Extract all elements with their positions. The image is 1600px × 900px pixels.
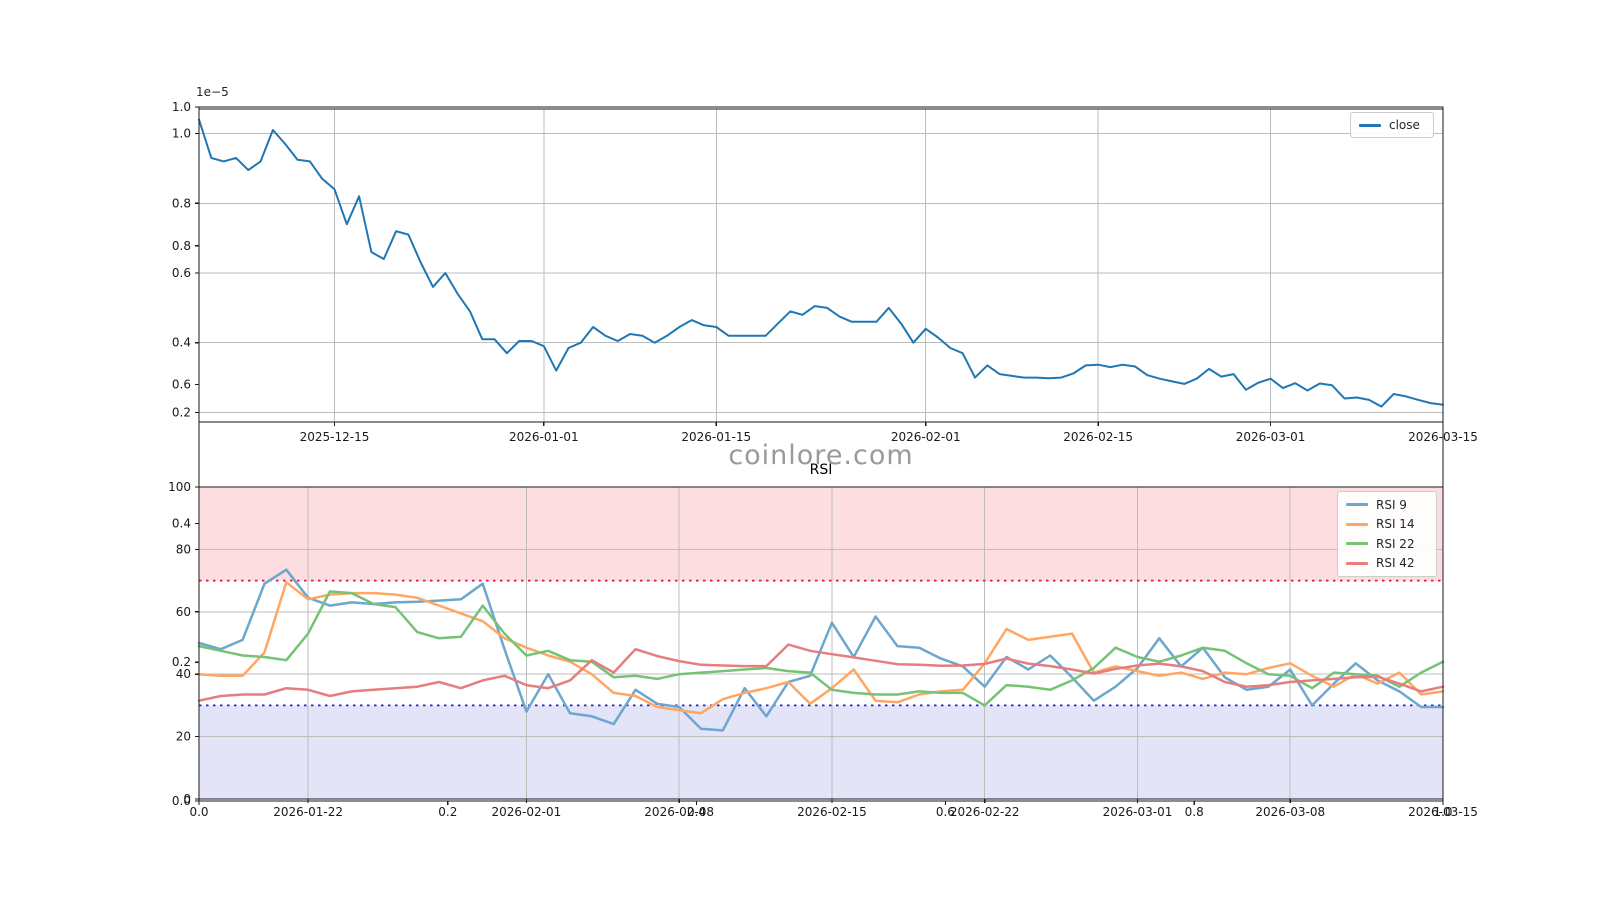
rsi-legend-row: RSI 22 (1346, 535, 1436, 553)
rsi-legend-row: RSI 9 (1346, 496, 1436, 514)
rsi-x-tick-label: 2026-03-01 (1103, 805, 1173, 819)
rsi-legend: RSI 9 RSI 14 RSI 22 RSI 42 (1337, 491, 1437, 577)
rsi42-legend-label: RSI 42 (1376, 556, 1415, 571)
rsi22-line-swatch (1346, 542, 1368, 546)
price-y-tick-label: 1.0 (172, 127, 191, 141)
rsi9-legend-label: RSI 9 (1376, 497, 1407, 512)
rsi-x-tick-label: 2026-01-22 (273, 805, 343, 819)
rsi-y-tick-label: 40 (176, 667, 191, 681)
rsi14-line (197, 580, 1445, 715)
price-y-tick-label: 0.2 (172, 405, 191, 419)
rsi-y-tick-label: 80 (176, 542, 191, 556)
price-y-tick-label: 0.8 (172, 196, 191, 210)
overlay-x-tick-label: 0.0 (189, 805, 208, 819)
price-x-tick-label: 2025-12-15 (300, 430, 370, 444)
rsi-y-tick-label: 100 (168, 480, 191, 494)
rsi-x-tick-label: 2026-02-22 (950, 805, 1020, 819)
price-y-tick-label: 0.4 (172, 336, 191, 350)
close-legend-label: close (1389, 118, 1420, 132)
rsi-chart-title: RSI (809, 462, 833, 478)
price-plot-frame (198, 108, 1444, 423)
price-x-tick-label: 2026-01-15 (681, 430, 751, 444)
price-y-tick-label: 0.6 (172, 266, 191, 280)
rsi42-line (197, 643, 1445, 702)
rsi22-line (197, 590, 1445, 707)
y-axis-offset-label: 1e−5 (196, 85, 229, 99)
overlay-x-tick-label: 0.6 (936, 805, 955, 819)
rsi-x-tick-label: 2026-02-15 (797, 805, 867, 819)
rsi-y-tick-label: 0 (183, 792, 191, 806)
rsi-x-tick-label: 2026-03-15 (1408, 805, 1478, 819)
rsi-legend-row: RSI 14 (1346, 515, 1436, 533)
overlay-x-tick-label: 0.2 (438, 805, 457, 819)
overlay-y-tick-label: 0.2 (172, 655, 191, 669)
price-x-tick-label: 2026-03-01 (1236, 430, 1306, 444)
rsi42-line-swatch (1346, 561, 1368, 565)
overlay-y-tick-label: 0.6 (172, 378, 191, 392)
overbought-band (199, 487, 1443, 581)
watermark: coinlore.com (728, 440, 914, 471)
rsi14-legend-label: RSI 14 (1376, 517, 1415, 532)
overlay-y-tick-label: 0.4 (172, 516, 191, 530)
price-legend: close (1350, 112, 1434, 138)
rsi22-legend-label: RSI 22 (1376, 536, 1415, 551)
overlay-frame (198, 106, 1444, 802)
overlay-y-tick-label: 0.8 (172, 239, 191, 253)
rsi-y-tick-label: 20 (176, 730, 191, 744)
rsi-legend-row: RSI 42 (1346, 554, 1436, 572)
close-line-swatch (1359, 123, 1381, 127)
rsi-x-tick-label: 2026-02-01 (492, 805, 562, 819)
oversold-band (199, 705, 1443, 799)
rsi14-line-swatch (1346, 522, 1368, 526)
rsi-plot-frame (198, 486, 1444, 800)
rsi-x-tick-label: 2026-03-08 (1255, 805, 1325, 819)
overlay-y-tick-label: 1.0 (172, 100, 191, 114)
overlay-x-tick-label: 1.0 (1433, 805, 1452, 819)
rsi9-line-swatch (1346, 503, 1368, 507)
price-x-tick-label: 2026-01-01 (509, 430, 579, 444)
price-x-tick-label: 2026-02-01 (891, 430, 961, 444)
overlay-x-tick-label: 0.8 (1185, 805, 1204, 819)
rsi-y-tick-label: 60 (176, 605, 191, 619)
price-x-tick-label: 2026-03-15 (1408, 430, 1478, 444)
rsi-x-tick-label: 2026-02-08 (644, 805, 714, 819)
close-line (198, 118, 1444, 408)
overlay-x-tick-label: 0.4 (687, 805, 706, 819)
overlay-y-tick-label: 0.0 (172, 794, 191, 808)
price-x-tick-label: 2026-02-15 (1063, 430, 1133, 444)
